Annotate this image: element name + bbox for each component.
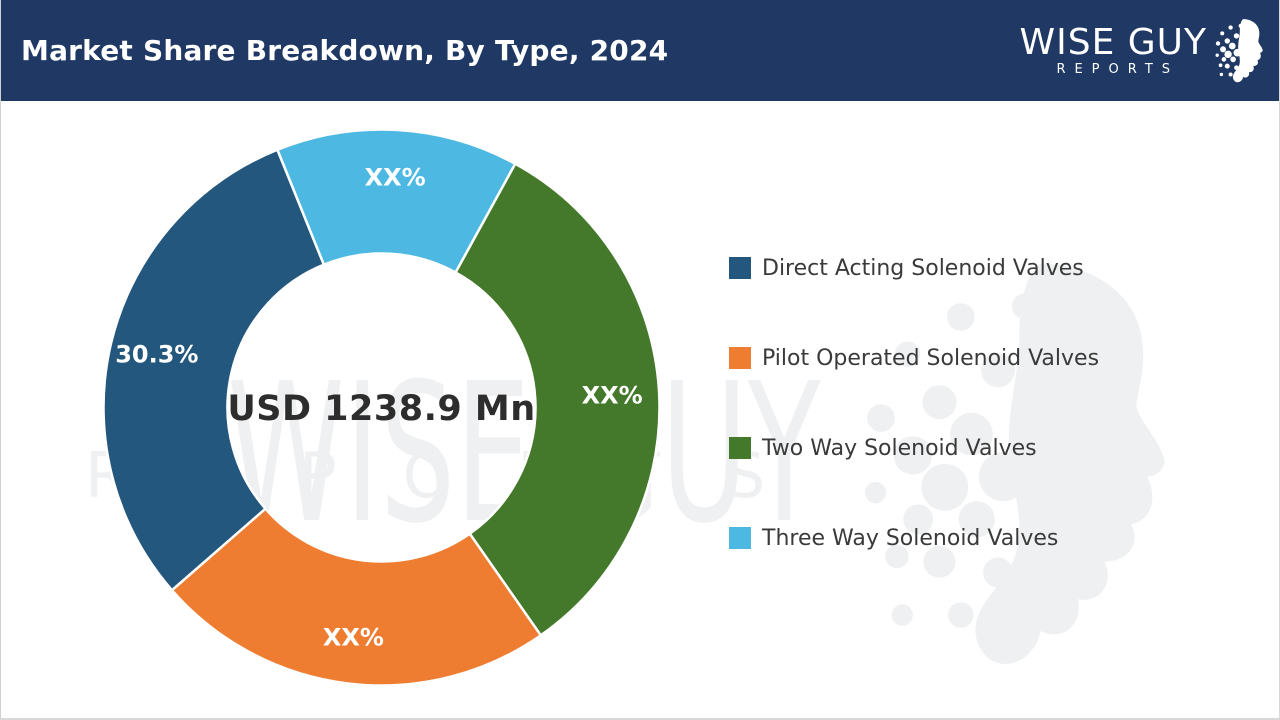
legend: Direct Acting Solenoid Valves Pilot Oper… <box>729 256 1099 616</box>
legend-item: Direct Acting Solenoid Valves <box>729 255 1099 281</box>
page-title: Market Share Breakdown, By Type, 2024 <box>21 34 669 67</box>
segment-value-label: XX% <box>582 382 643 410</box>
legend-swatch <box>729 527 751 549</box>
segment-value-label: XX% <box>323 623 384 651</box>
legend-label: Two Way Solenoid Valves <box>762 435 1037 461</box>
legend-item: Pilot Operated Solenoid Valves <box>729 345 1100 371</box>
logo-text: WISE GUY REPORTS <box>1019 21 1208 78</box>
segment-value-label: XX% <box>365 164 426 192</box>
legend-label: Three Way Solenoid Valves <box>762 525 1059 551</box>
legend-label: Direct Acting Solenoid Valves <box>762 255 1084 281</box>
chart-area: WISE GUY REPORTS XX% XX% XX% 30.3% USD 1238… <box>1 101 1279 718</box>
donut-chart: XX% XX% XX% 30.3% <box>102 128 661 687</box>
legend-swatch <box>729 347 751 369</box>
legend-item: Three Way Solenoid Valves <box>729 525 1099 551</box>
donut-segment-1 <box>454 162 661 637</box>
donut-segment-3 <box>102 148 326 592</box>
legend-label: Pilot Operated Solenoid Valves <box>762 345 1100 371</box>
legend-item: Two Way Solenoid Valves <box>729 435 1099 461</box>
legend-swatch <box>729 437 751 459</box>
header: Market Share Breakdown, By Type, 2024 WI… <box>1 0 1279 101</box>
segment-value-label: 30.3% <box>115 340 198 368</box>
logo-subtitle: REPORTS <box>1056 62 1180 78</box>
wiseguy-logo: WISE GUY REPORTS <box>1020 14 1280 88</box>
wiseguy-face-icon <box>1215 18 1263 82</box>
chart-center-value: USD 1238.9 Mn <box>227 389 536 429</box>
logo-wordmark: WISE GUY <box>1019 21 1207 63</box>
donut-segment-2 <box>170 507 543 687</box>
legend-swatch <box>729 257 751 279</box>
